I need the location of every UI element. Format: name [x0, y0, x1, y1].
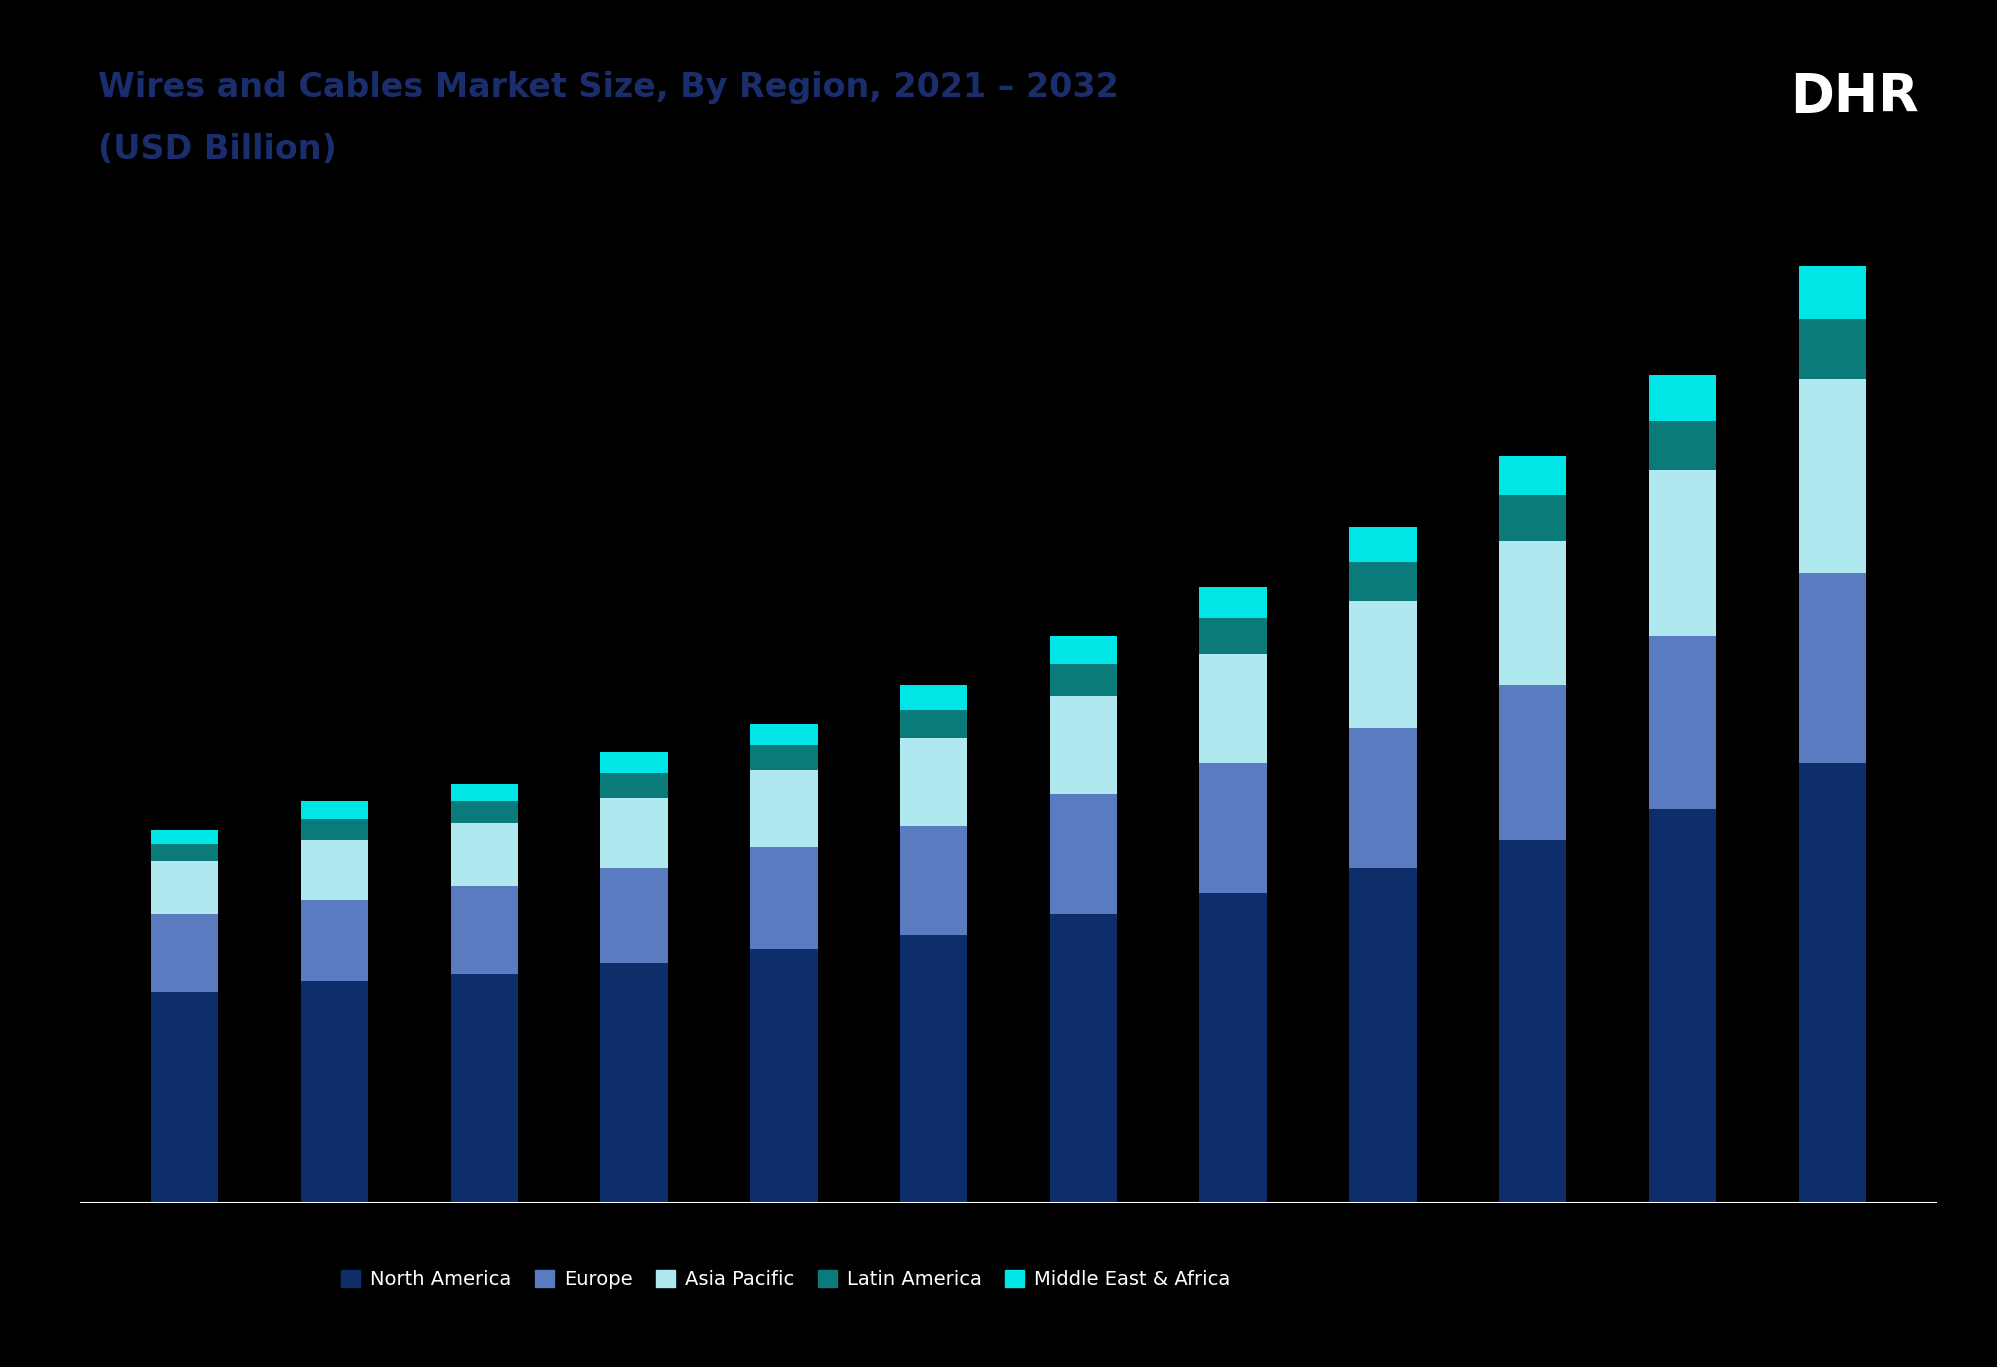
Bar — [1350, 868, 1416, 1203]
Bar — [601, 868, 667, 964]
Bar — [1799, 763, 1865, 1203]
Bar — [1500, 541, 1566, 685]
Bar — [1350, 526, 1416, 562]
Bar — [152, 830, 218, 843]
Bar — [1050, 794, 1116, 915]
Bar — [1200, 586, 1266, 618]
Bar — [751, 725, 817, 745]
Bar — [1650, 421, 1715, 470]
Bar — [1050, 636, 1116, 664]
Bar — [152, 861, 218, 915]
Bar — [451, 783, 517, 801]
Bar — [152, 843, 218, 861]
Bar — [1500, 685, 1566, 841]
Bar — [1799, 379, 1865, 573]
Bar — [1200, 763, 1266, 893]
Bar — [302, 982, 367, 1203]
Bar — [601, 798, 667, 868]
Bar — [901, 826, 967, 935]
Bar — [601, 752, 667, 774]
Bar — [1200, 653, 1266, 763]
Bar — [1650, 376, 1715, 421]
Bar — [751, 848, 817, 950]
Bar — [1650, 808, 1715, 1203]
Bar — [601, 774, 667, 798]
Bar — [302, 801, 367, 819]
Text: (USD Billion): (USD Billion) — [98, 133, 337, 165]
Bar — [1350, 562, 1416, 600]
Bar — [1650, 636, 1715, 808]
Bar — [1650, 470, 1715, 636]
Bar — [1799, 267, 1865, 319]
Bar — [901, 935, 967, 1203]
Bar — [1500, 457, 1566, 495]
Bar — [1050, 915, 1116, 1203]
Legend: North America, Europe, Asia Pacific, Latin America, Middle East & Africa: North America, Europe, Asia Pacific, Lat… — [333, 1262, 1238, 1297]
Bar — [1500, 495, 1566, 541]
Bar — [302, 841, 367, 899]
Bar — [1500, 841, 1566, 1203]
Bar — [901, 738, 967, 826]
Bar — [1050, 696, 1116, 794]
Bar — [451, 886, 517, 975]
Bar — [751, 950, 817, 1203]
Bar — [152, 991, 218, 1203]
Text: Wires and Cables Market Size, By Region, 2021 – 2032: Wires and Cables Market Size, By Region,… — [98, 71, 1118, 104]
Bar — [451, 801, 517, 823]
Bar — [1050, 664, 1116, 696]
Bar — [302, 819, 367, 841]
Bar — [901, 709, 967, 738]
Bar — [302, 899, 367, 982]
Bar — [601, 964, 667, 1203]
Bar — [1200, 618, 1266, 653]
Bar — [1200, 893, 1266, 1203]
Bar — [1799, 319, 1865, 379]
Bar — [451, 975, 517, 1203]
Text: DHR: DHR — [1789, 71, 1919, 123]
Bar — [751, 770, 817, 848]
Bar — [451, 823, 517, 886]
Bar — [751, 745, 817, 770]
Bar — [1350, 727, 1416, 868]
Bar — [901, 685, 967, 709]
Bar — [152, 915, 218, 991]
Bar — [1350, 600, 1416, 727]
Bar — [1799, 573, 1865, 763]
